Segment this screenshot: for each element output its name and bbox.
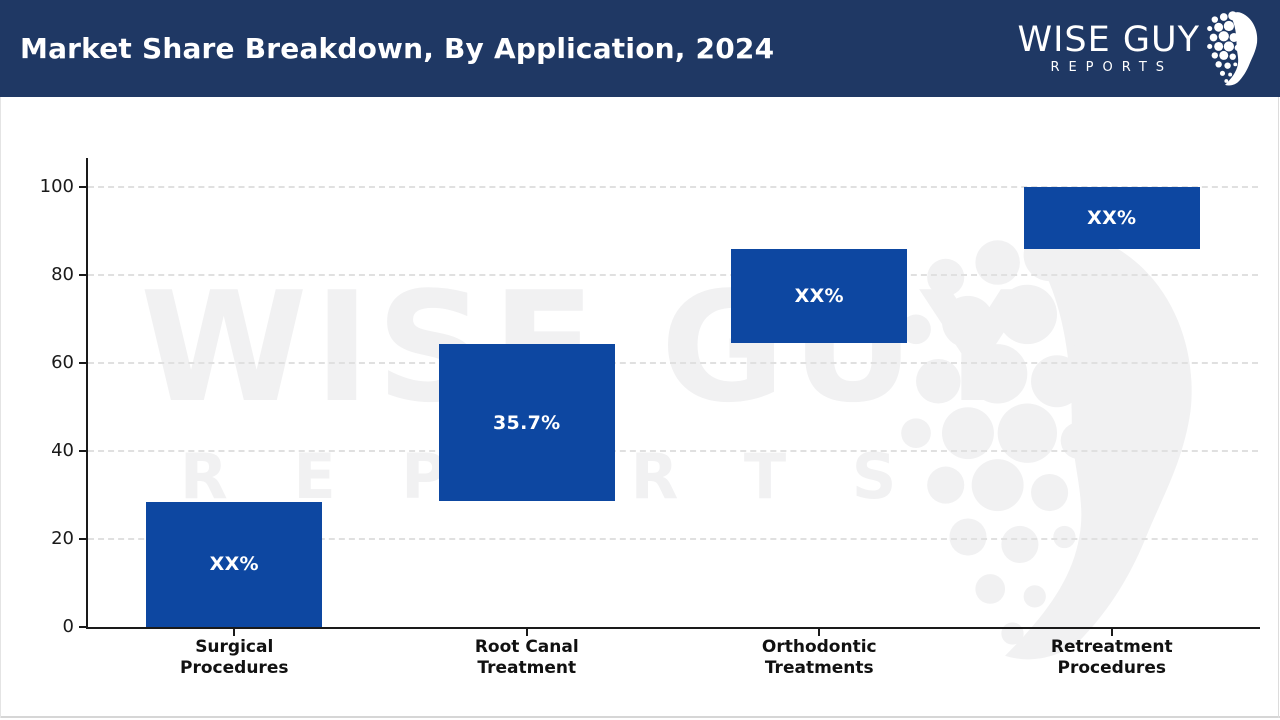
page-right-border <box>1278 97 1279 718</box>
wiseguy-logo: WISE GUY REPORTS <box>1017 7 1266 91</box>
category-label-line: Procedures <box>1057 658 1166 678</box>
bar-segment: XX% <box>1023 187 1200 249</box>
x-axis-spine <box>86 627 1260 629</box>
y-axis-spine <box>86 158 88 629</box>
x-tick <box>818 629 821 636</box>
logo-subtext: REPORTS <box>1050 60 1174 75</box>
plot-area: 0 20 40 60 80 100 XX% Surgical Procedures 35.7% Ro… <box>0 97 1280 720</box>
wiseguy-face-icon <box>1207 10 1258 85</box>
y-tick-label: 60 <box>51 352 74 373</box>
y-tick <box>79 538 87 540</box>
y-tick-label: 100 <box>39 176 74 197</box>
x-tick <box>1110 629 1113 636</box>
bar-value-label: XX% <box>794 285 844 308</box>
y-tick <box>79 362 87 364</box>
category-label: Root Canal Treatment <box>407 637 647 679</box>
bar-value-label: 35.7% <box>493 411 561 434</box>
gridline <box>88 186 1258 188</box>
x-tick <box>525 629 528 636</box>
category-label-line: Orthodontic <box>761 637 877 657</box>
category-label: Orthodontic Treatments <box>699 637 939 679</box>
gridline <box>88 362 1258 364</box>
category-label-line: Treatments <box>764 658 874 678</box>
bar-segment: 35.7% <box>438 344 615 502</box>
y-tick-label: 80 <box>51 264 74 285</box>
y-tick <box>79 626 87 628</box>
category-label-line: Procedures <box>180 658 289 678</box>
logo-wordmark: WISE GUY <box>1017 20 1200 60</box>
gridline <box>88 538 1258 540</box>
logo-text: WISE GUY REPORTS <box>1017 22 1200 75</box>
y-tick <box>79 274 87 276</box>
y-tick-label: 40 <box>51 440 74 461</box>
y-tick <box>79 450 87 452</box>
y-tick-label: 20 <box>51 528 74 549</box>
gridline <box>88 274 1258 276</box>
chart-title: Market Share Breakdown, By Application, … <box>20 32 775 65</box>
bar-value-label: XX% <box>209 553 259 576</box>
y-tick-label: 0 <box>62 616 74 637</box>
y-tick <box>79 186 87 188</box>
header-bar: Market Share Breakdown, By Application, … <box>0 0 1280 97</box>
page-left-border <box>0 97 1 718</box>
bar-segment: XX% <box>146 501 323 627</box>
category-label-line: Retreatment <box>1050 637 1173 657</box>
gridline <box>88 450 1258 452</box>
category-label-line: Root Canal <box>474 637 579 657</box>
page-bottom-border <box>0 716 1280 718</box>
bar-segment: XX% <box>731 249 908 344</box>
category-label: Retreatment Procedures <box>992 637 1232 679</box>
category-label-line: Surgical <box>195 637 274 657</box>
category-label: Surgical Procedures <box>114 637 354 679</box>
x-tick <box>233 629 236 636</box>
bar-value-label: XX% <box>1087 206 1137 229</box>
category-label-line: Treatment <box>477 658 577 678</box>
